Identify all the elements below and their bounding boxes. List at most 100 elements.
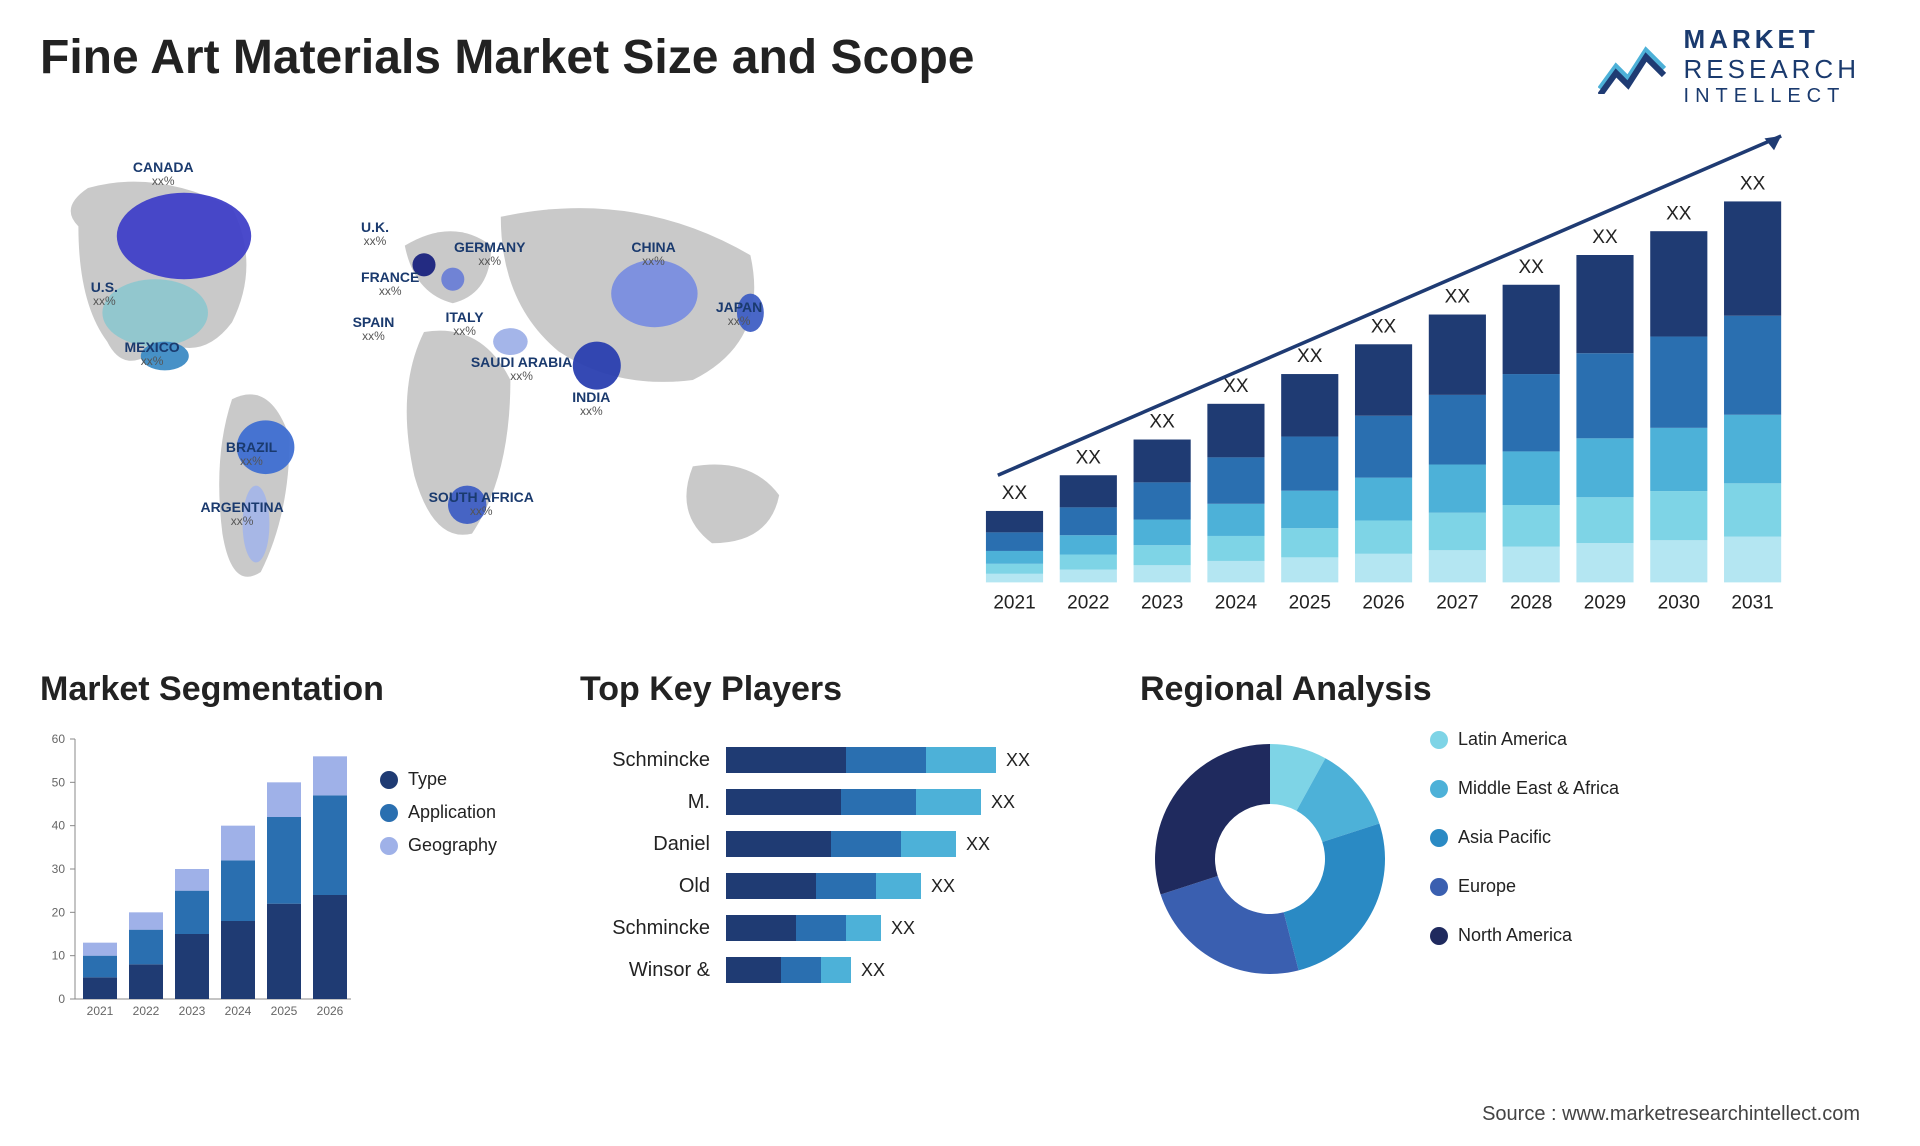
world-map-icon	[40, 130, 885, 630]
player-row: M. XX	[580, 781, 1100, 823]
svg-text:2023: 2023	[1141, 593, 1183, 614]
seg-legend-item: Geography	[380, 835, 497, 856]
player-bar	[726, 915, 881, 941]
player-value: XX	[931, 876, 955, 897]
player-value: XX	[1006, 750, 1030, 771]
map-label-italy: ITALYxx%	[446, 310, 484, 339]
logo-line2: RESEARCH	[1684, 55, 1860, 85]
player-name: Winsor &	[580, 959, 710, 982]
svg-text:2022: 2022	[1067, 593, 1109, 614]
regional-section: Regional Analysis Latin America Middle Ea…	[1140, 670, 1860, 1070]
segmentation-title: Market Segmentation	[40, 670, 540, 709]
svg-text:2029: 2029	[1584, 593, 1626, 614]
svg-text:10: 10	[52, 949, 66, 963]
svg-text:2024: 2024	[225, 1004, 252, 1018]
svg-text:2027: 2027	[1436, 593, 1478, 614]
svg-text:60: 60	[52, 732, 66, 746]
regional-legend-item: Latin America	[1430, 729, 1619, 750]
map-label-argentina: ARGENTINAxx%	[201, 500, 284, 529]
regional-legend-item: Asia Pacific	[1430, 827, 1619, 848]
map-label-saudi-arabia: SAUDI ARABIAxx%	[471, 355, 572, 384]
regional-legend-item: Europe	[1430, 876, 1619, 897]
svg-text:XX: XX	[1002, 483, 1028, 504]
regional-legend-item: Middle East & Africa	[1430, 778, 1619, 799]
map-label-germany: GERMANYxx%	[454, 240, 526, 269]
svg-text:XX: XX	[1297, 346, 1323, 367]
map-label-china: CHINAxx%	[631, 240, 675, 269]
players-list: SchminckeXXM.XXDanielXXOldXXSchminckeXXW…	[580, 719, 1100, 1070]
player-value: XX	[966, 834, 990, 855]
player-value: XX	[861, 960, 885, 981]
map-label-canada: CANADAxx%	[133, 160, 194, 189]
logo-line1: MARKET	[1684, 25, 1860, 55]
map-label-brazil: BRAZILxx%	[226, 440, 277, 469]
svg-text:2023: 2023	[179, 1004, 206, 1018]
player-name: Old	[580, 875, 710, 898]
world-map-panel: CANADAxx% U.S.xx% MEXICOxx% BRAZILxx% ARGENT…	[40, 130, 885, 630]
player-row: Daniel XX	[580, 823, 1100, 865]
svg-text:XX: XX	[1371, 316, 1397, 337]
svg-text:40: 40	[52, 819, 66, 833]
player-bar	[726, 873, 921, 899]
map-label-india: INDIAxx%	[572, 390, 610, 419]
player-name: Schmincke	[580, 749, 710, 772]
svg-text:XX: XX	[1223, 376, 1249, 397]
logo-mark-icon	[1598, 39, 1668, 94]
svg-text:XX: XX	[1518, 257, 1544, 278]
growth-bar-chart: XX2021XX2022XX2023XX2024XX2025XX2026XX20…	[945, 130, 1860, 630]
map-label-france: FRANCExx%	[361, 270, 419, 299]
svg-text:XX: XX	[1149, 412, 1175, 433]
regional-legend-item: North America	[1430, 925, 1619, 946]
player-value: XX	[891, 918, 915, 939]
player-bar	[726, 957, 851, 983]
player-bar	[726, 831, 956, 857]
svg-text:2025: 2025	[271, 1004, 298, 1018]
regional-legend: Latin America Middle East & Africa Asia Pa…	[1430, 729, 1619, 962]
player-name: Daniel	[580, 833, 710, 856]
player-row: Winsor & XX	[580, 949, 1100, 991]
page-title: Fine Art Materials Market Size and Scope	[40, 30, 975, 85]
svg-text:XX: XX	[1444, 287, 1470, 308]
svg-text:XX: XX	[1075, 447, 1101, 468]
player-value: XX	[991, 792, 1015, 813]
players-title: Top Key Players	[580, 670, 1100, 709]
segmentation-legend: Type Application Geography	[380, 719, 497, 1070]
seg-legend-item: Application	[380, 802, 497, 823]
player-bar	[726, 747, 996, 773]
svg-text:50: 50	[52, 775, 66, 789]
svg-text:2021: 2021	[87, 1004, 114, 1018]
svg-text:2021: 2021	[993, 593, 1035, 614]
svg-text:2026: 2026	[317, 1004, 344, 1018]
seg-legend-item: Type	[380, 769, 497, 790]
player-bar	[726, 789, 981, 815]
map-label-mexico: MEXICOxx%	[124, 340, 179, 369]
segmentation-bar-chart: 0 10 20 30 40 50 60 2021 2022 2023 2024 2025 2026	[40, 719, 360, 1029]
growth-chart-panel: XX2021XX2022XX2023XX2024XX2025XX2026XX20…	[945, 130, 1860, 630]
regional-title: Regional Analysis	[1140, 670, 1860, 709]
map-label-u-s-: U.S.xx%	[91, 280, 118, 309]
player-row: Schmincke XX	[580, 739, 1100, 781]
source-label: Source : www.marketresearchintellect.com	[1482, 1103, 1860, 1126]
brand-logo: MARKET RESEARCH INTELLECT	[1598, 25, 1860, 108]
svg-text:2030: 2030	[1657, 593, 1699, 614]
segmentation-section: Market Segmentation 0 10 20 30 40 50 60 2021 202…	[40, 670, 540, 1070]
svg-text:20: 20	[52, 905, 66, 919]
svg-text:0: 0	[58, 992, 65, 1006]
svg-text:2024: 2024	[1215, 593, 1258, 614]
svg-text:XX: XX	[1740, 174, 1766, 195]
map-label-south-africa: SOUTH AFRICAxx%	[429, 490, 534, 519]
player-row: Schmincke XX	[580, 907, 1100, 949]
svg-text:XX: XX	[1666, 203, 1692, 224]
map-label-japan: JAPANxx%	[716, 300, 762, 329]
map-label-u-k-: U.K.xx%	[361, 220, 389, 249]
svg-text:2028: 2028	[1510, 593, 1552, 614]
regional-donut-chart	[1140, 729, 1400, 989]
logo-line3: INTELLECT	[1684, 85, 1860, 108]
svg-text:2025: 2025	[1288, 593, 1330, 614]
svg-text:2022: 2022	[133, 1004, 160, 1018]
svg-text:30: 30	[52, 862, 66, 876]
player-row: Old XX	[580, 865, 1100, 907]
player-name: Schmincke	[580, 917, 710, 940]
map-label-spain: SPAINxx%	[353, 315, 395, 344]
player-name: M.	[580, 791, 710, 814]
